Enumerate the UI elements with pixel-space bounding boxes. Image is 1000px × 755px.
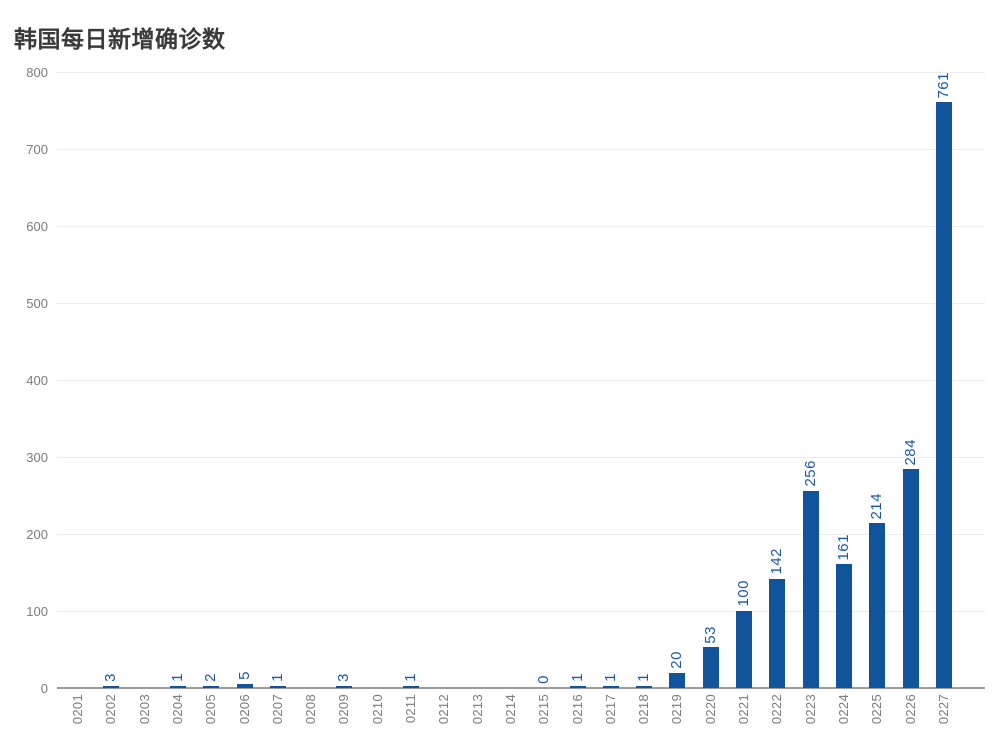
y-tick-label: 700	[26, 142, 48, 157]
x-axis-label: 0215	[536, 694, 552, 725]
x-axis-label: 0216	[569, 694, 585, 725]
y-tick-label: 100	[26, 604, 48, 619]
bar	[835, 564, 852, 688]
bar-value-label: 1	[402, 673, 419, 682]
bar	[236, 684, 253, 688]
bar-value-label: 2	[202, 673, 220, 682]
bar-value-label: 5	[235, 671, 253, 681]
y-tick-label: 200	[26, 527, 48, 542]
x-axis-label: 0201	[70, 694, 85, 725]
bar	[169, 686, 186, 688]
x-axis-label: 0210	[369, 694, 385, 725]
bar-value-label: 100	[735, 580, 752, 607]
y-tick-label: 0	[40, 681, 48, 696]
gridline	[57, 149, 985, 150]
x-axis-label: 0226	[902, 694, 918, 725]
x-axis-label: 0222	[769, 694, 785, 725]
x-axis-label: 0223	[802, 694, 818, 725]
bar-value-label: 3	[335, 672, 353, 682]
x-axis-label: 0219	[669, 694, 685, 725]
bar	[669, 672, 686, 688]
bar-value-label: 142	[768, 548, 786, 575]
x-axis-label: 0224	[835, 694, 851, 725]
x-axis-label: 0206	[236, 694, 252, 725]
gridline	[57, 534, 985, 535]
bar-value-label: 1	[568, 673, 586, 682]
x-axis-label: 0202	[103, 694, 119, 725]
y-tick-label: 300	[26, 450, 48, 465]
bar	[935, 102, 952, 688]
gridline	[57, 72, 985, 73]
bar	[569, 686, 586, 688]
x-axis-label: 0209	[336, 694, 352, 725]
x-axis-label: 0225	[869, 694, 885, 725]
bar-value-label: 1	[268, 673, 286, 682]
bar	[736, 611, 752, 688]
bar	[636, 686, 653, 688]
bar-value-label: 1	[635, 673, 653, 682]
gridline	[57, 611, 985, 612]
bar-value-label: 761	[934, 71, 952, 99]
bar	[269, 686, 286, 688]
bar-value-label: 1	[601, 673, 619, 682]
x-axis-label: 0211	[403, 694, 418, 724]
x-axis-line	[57, 687, 985, 689]
bar	[902, 469, 919, 688]
gridline	[57, 457, 985, 458]
bar	[802, 490, 819, 688]
x-axis-label: 0203	[136, 694, 152, 725]
y-tick-label: 500	[26, 296, 48, 311]
bar	[336, 685, 353, 688]
bar	[769, 578, 786, 688]
x-axis-label: 0214	[502, 694, 518, 725]
bar-value-label: 3	[102, 672, 120, 682]
bar-value-label: 214	[868, 492, 886, 520]
bar-value-label: 256	[801, 460, 819, 487]
bar-value-label: 20	[668, 650, 686, 669]
bar-value-label: 53	[701, 625, 719, 644]
x-axis-label: 0218	[636, 694, 652, 725]
x-axis-label: 0221	[736, 694, 751, 725]
gridline	[57, 226, 985, 227]
chart-title: 韩国每日新增确诊数	[14, 26, 226, 52]
x-axis-label: 0205	[203, 694, 219, 725]
x-axis-label: 0227	[935, 694, 951, 725]
y-tick-label: 400	[26, 373, 48, 388]
bar-value-label: 161	[834, 533, 852, 561]
x-axis-label: 0213	[469, 694, 485, 725]
bar	[602, 686, 619, 688]
bar	[702, 647, 719, 688]
bar	[103, 685, 120, 688]
gridline	[57, 303, 985, 304]
bar	[403, 686, 419, 688]
bar-value-label: 1	[168, 673, 186, 682]
bar-value-label: 284	[901, 438, 919, 466]
x-axis-label: 0212	[436, 694, 452, 725]
bar	[203, 686, 220, 688]
x-axis-label: 0207	[269, 694, 285, 725]
gridline	[57, 380, 985, 381]
x-axis-label: 0220	[702, 694, 718, 725]
x-axis-label: 0217	[602, 694, 618, 725]
x-axis-label: 0208	[303, 694, 319, 725]
y-tick-label: 600	[26, 219, 48, 234]
y-tick-label: 800	[26, 65, 48, 80]
bar-value-label: 0	[535, 675, 553, 684]
x-axis-label: 0204	[169, 694, 185, 725]
bar	[869, 523, 886, 688]
